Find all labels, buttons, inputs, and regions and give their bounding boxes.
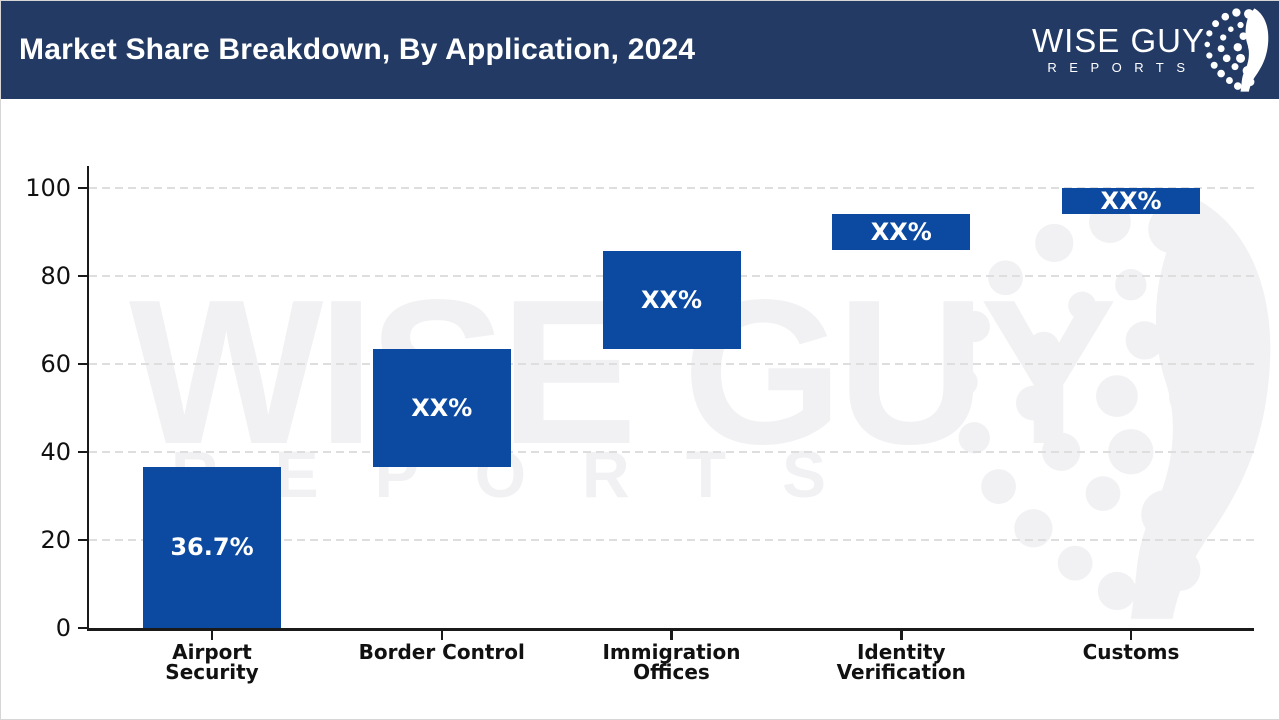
y-tick-0 [77, 626, 87, 630]
bar-border-control: XX% [372, 349, 511, 467]
x-tick-identity-verification [900, 630, 903, 640]
category-label-customs: Customs [1082, 640, 1180, 664]
bar-label-identity-verification: XX% [870, 217, 932, 246]
y-tick-label-40: 40 [40, 438, 71, 466]
page-title: Market Share Breakdown, By Application, … [19, 33, 696, 66]
wiseguy-head-logo-icon [1204, 8, 1269, 92]
category-label-border-control: Border Control [358, 640, 525, 664]
y-tick-40 [77, 450, 87, 454]
y-tick-label-80: 80 [40, 262, 71, 290]
y-tick-label-20: 20 [40, 526, 71, 554]
y-tick-100 [77, 186, 87, 190]
category-label-airport-security: Airport Security [165, 640, 259, 684]
wiseguy-logo-text: WISE GUY REPORTS [1032, 24, 1205, 76]
bar-immigration-offices: XX% [602, 250, 741, 350]
x-tick-airport-security [210, 630, 214, 640]
y-tick-label-60: 60 [40, 350, 71, 378]
bar-identity-verification: XX% [832, 213, 971, 251]
gridline-100 [89, 187, 1254, 189]
y-axis-line [86, 166, 89, 631]
y-tick-20 [77, 538, 87, 542]
category-label-identity-verification: Identity Verification [836, 640, 966, 684]
x-axis-line [86, 628, 1254, 631]
category-label-immigration-offices: Immigration Offices [602, 640, 741, 684]
wiseguy-logo-line2: REPORTS [1047, 60, 1198, 75]
bar-label-customs: XX% [1100, 186, 1162, 215]
y-tick-label-100: 100 [25, 174, 71, 202]
wiseguy-logo-line1: WISE GUY [1031, 22, 1205, 59]
bar-label-airport-security: 36.7% [170, 533, 254, 562]
y-tick-60 [77, 362, 87, 366]
x-tick-border-control [440, 630, 443, 640]
y-tick-label-0: 0 [55, 614, 71, 642]
gridline-20 [89, 539, 1254, 541]
bar-customs: XX% [1062, 186, 1200, 215]
x-tick-immigration-offices [670, 630, 673, 640]
bar-label-immigration-offices: XX% [640, 285, 703, 314]
y-tick-80 [77, 274, 87, 278]
gridline-60 [89, 363, 1254, 365]
header-bar: Market Share Breakdown, By Application, … [1, 1, 1279, 99]
bar-airport-security: 36.7% [143, 466, 281, 628]
gridline-40 [89, 451, 1254, 453]
x-tick-customs [1129, 630, 1133, 640]
bar-label-border-control: XX% [411, 393, 473, 422]
wiseguy-logo: WISE GUY REPORTS [1032, 1, 1271, 99]
wiseguy-head-watermark-icon [949, 201, 1271, 619]
